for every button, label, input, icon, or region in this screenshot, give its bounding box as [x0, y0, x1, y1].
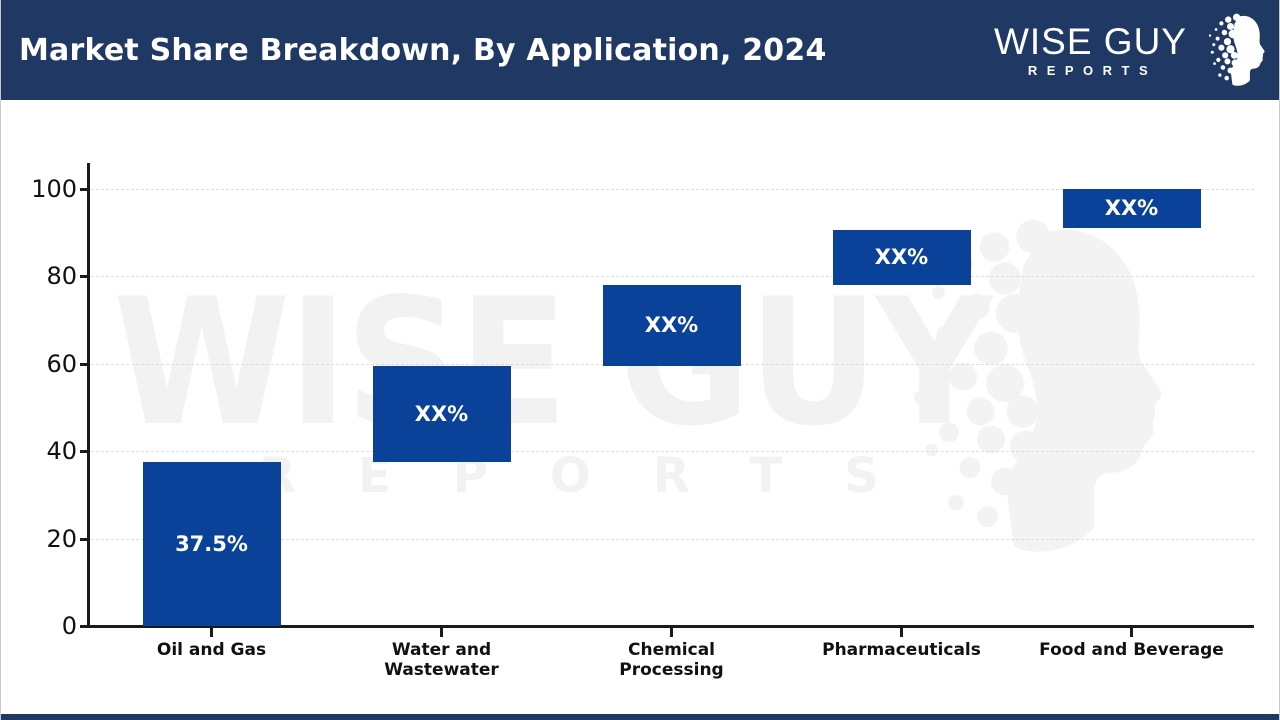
x-axis-category-label: Food and Beverage	[1039, 640, 1224, 660]
bar-oil-and-gas: 37.5%	[142, 461, 281, 626]
bar-value-label: 37.5%	[175, 531, 248, 556]
brand-subname: REPORTS	[1027, 63, 1158, 78]
gridline-y-100	[91, 188, 1254, 190]
x-tick-mark	[440, 628, 443, 637]
watermark-reports-text: REPORTS	[259, 448, 941, 504]
bar-value-label: XX%	[1104, 196, 1159, 221]
y-tick-mark-0	[80, 625, 89, 628]
x-axis-category-label: Pharmaceuticals	[822, 640, 981, 660]
gridline-y-40	[91, 451, 1254, 452]
bar-chemical-processing: XX%	[602, 284, 741, 366]
header-bar: Market Share Breakdown, By Application, …	[1, 0, 1279, 100]
x-tick-mark	[900, 628, 903, 637]
gridline-y-80	[91, 276, 1254, 277]
y-tick-mark-20	[80, 537, 89, 541]
x-tick-mark	[210, 628, 213, 637]
x-axis-category-label: Oil and Gas	[156, 640, 267, 660]
y-tick-mark-80	[80, 275, 89, 278]
y-axis-line	[87, 163, 90, 628]
x-tick-mark	[670, 628, 673, 637]
dotted-face-icon	[1208, 13, 1265, 86]
bar-pharmaceuticals: XX%	[832, 230, 971, 285]
bar-value-label: XX%	[414, 401, 469, 426]
brand-name: WISE GUY	[993, 21, 1187, 62]
x-axis-line	[87, 625, 1254, 628]
y-tick-mark-100	[80, 187, 89, 191]
y-tick-mark-40	[80, 450, 89, 453]
x-axis-category-label: Chemical Processing	[619, 640, 724, 680]
y-tick-label: 60	[46, 349, 77, 378]
y-tick-label: 0	[61, 612, 77, 640]
y-tick-label: 40	[46, 437, 77, 465]
bar-value-label: XX%	[644, 313, 699, 338]
y-tick-label: 80	[46, 262, 77, 290]
y-tick-label: 100	[31, 174, 77, 203]
x-axis-category-label: Water and Wastewater	[384, 640, 499, 680]
brand-logo-text: WISE GUY REPORTS	[994, 23, 1187, 77]
footer-bar	[1, 714, 1279, 720]
bar-food-and-beverage: XX%	[1062, 188, 1201, 228]
bar-value-label: XX%	[874, 245, 929, 270]
brand-logo: WISE GUY REPORTS	[994, 9, 1267, 91]
x-tick-mark	[1130, 628, 1133, 637]
y-tick-mark-60	[80, 362, 89, 366]
gridline-y-20	[91, 538, 1254, 540]
chart-title: Market Share Breakdown, By Application, …	[19, 32, 827, 68]
y-tick-label: 20	[46, 524, 77, 553]
bar-water-and-wastewater: XX%	[372, 365, 511, 462]
